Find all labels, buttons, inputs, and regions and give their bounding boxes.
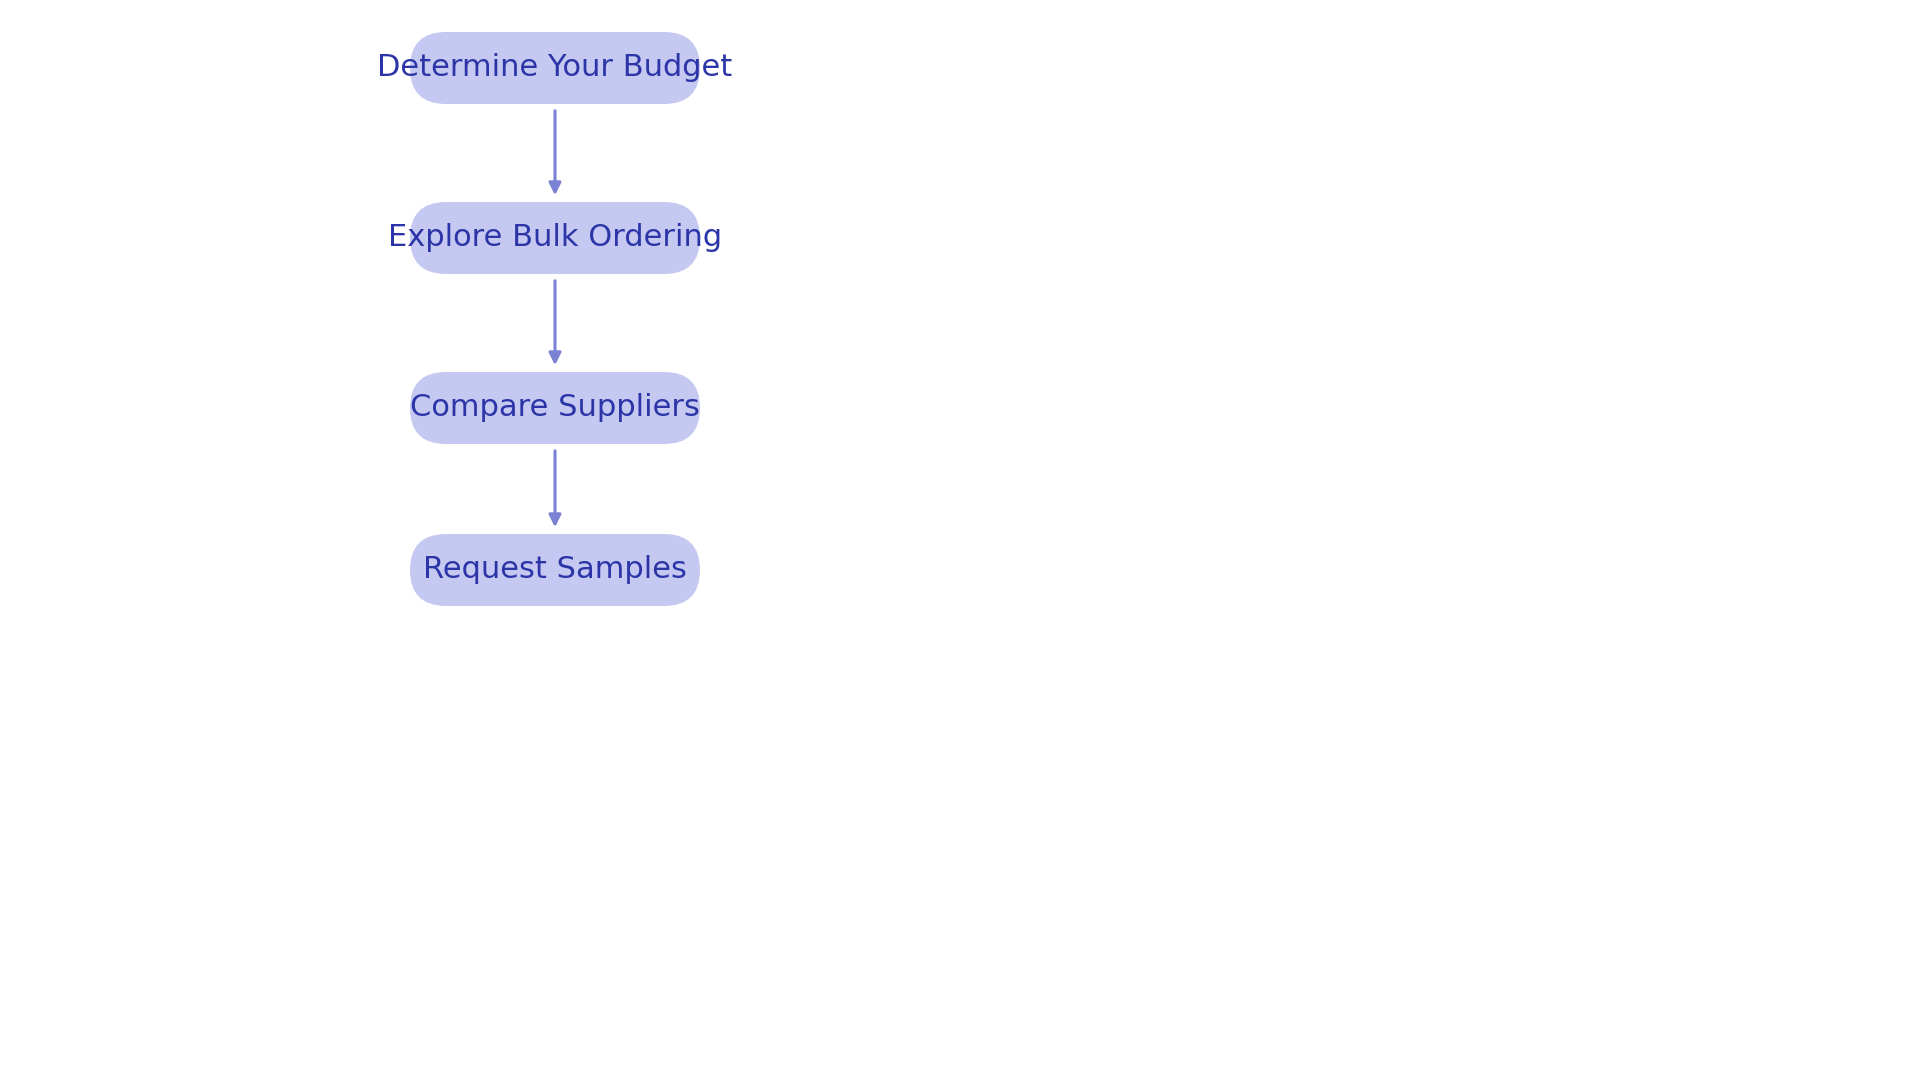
Text: Request Samples: Request Samples (422, 556, 687, 585)
FancyBboxPatch shape (411, 203, 701, 274)
Text: Determine Your Budget: Determine Your Budget (378, 53, 733, 82)
Text: Explore Bulk Ordering: Explore Bulk Ordering (388, 223, 722, 252)
FancyBboxPatch shape (411, 371, 701, 444)
Text: Compare Suppliers: Compare Suppliers (411, 393, 701, 422)
FancyBboxPatch shape (411, 32, 701, 104)
FancyBboxPatch shape (411, 534, 701, 606)
